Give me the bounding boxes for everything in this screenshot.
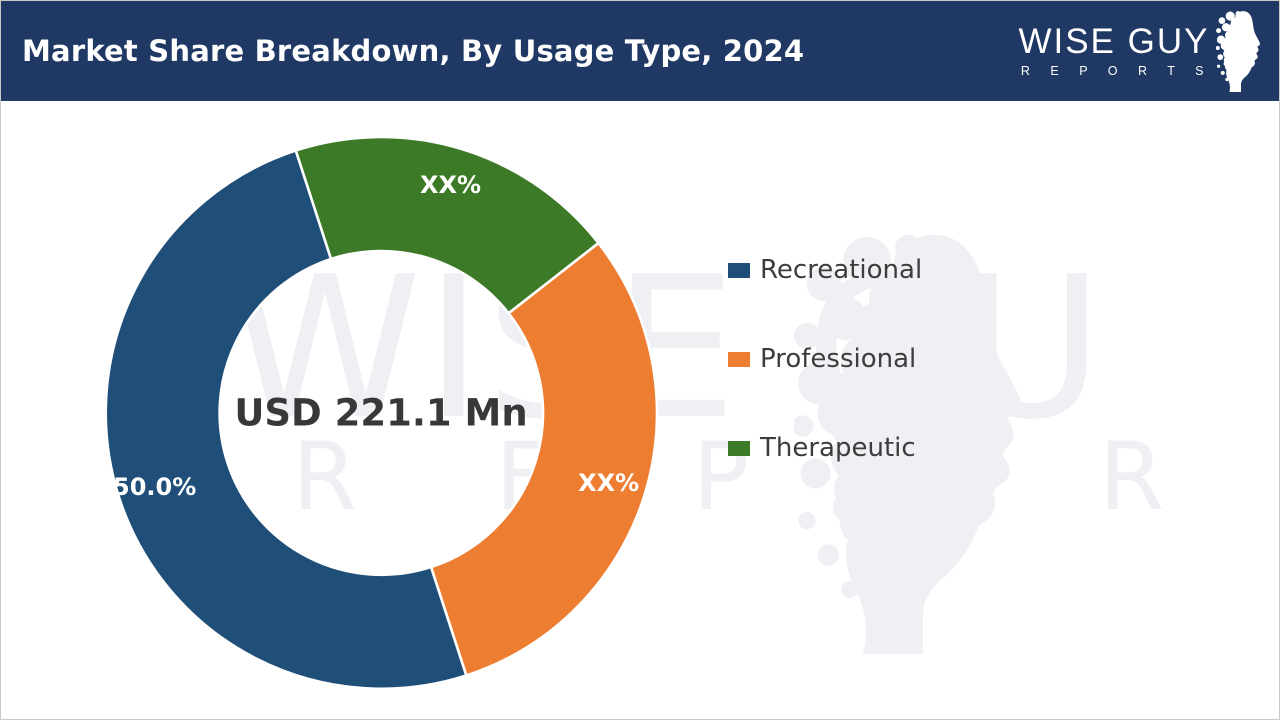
logo-subtitle: R E P O R T S bbox=[1020, 63, 1212, 78]
legend-item-professional: Professional bbox=[728, 343, 922, 375]
legend-label: Therapeutic bbox=[760, 433, 916, 463]
wise-guy-reports-logo: WISE GUY R E P O R T S bbox=[1016, 9, 1266, 92]
chart-legend: Recreational Professional Therapeutic bbox=[728, 254, 922, 521]
legend-item-recreational: Recreational bbox=[728, 254, 922, 286]
slice-label-therapeutic: XX% bbox=[420, 171, 482, 200]
logo-text: WISE GUY R E P O R T S bbox=[1016, 24, 1212, 78]
logo-wordmark: WISE GUY bbox=[1018, 21, 1210, 61]
center-value-label: USD 221.1 Mn bbox=[234, 391, 528, 435]
legend-label: Recreational bbox=[760, 255, 923, 285]
page-title: Market Share Breakdown, By Usage Type, 2… bbox=[22, 33, 805, 68]
donut-segment-recreational bbox=[104, 149, 468, 691]
legend-label: Professional bbox=[760, 344, 917, 374]
slice-label-recreational: 50.0% bbox=[113, 472, 197, 501]
legend-swatch-professional bbox=[728, 351, 750, 367]
donut-segment-therapeutic bbox=[294, 135, 600, 315]
donut-chart bbox=[104, 135, 659, 691]
header-bar: Market Share Breakdown, By Usage Type, 2… bbox=[0, 0, 1280, 101]
legend-swatch-therapeutic bbox=[728, 440, 750, 456]
slice-label-professional: XX% bbox=[578, 468, 640, 497]
legend-swatch-recreational bbox=[728, 262, 750, 278]
donut-segment-professional bbox=[429, 241, 659, 677]
legend-item-therapeutic: Therapeutic bbox=[728, 432, 922, 464]
logo-face-icon bbox=[1216, 11, 1260, 92]
